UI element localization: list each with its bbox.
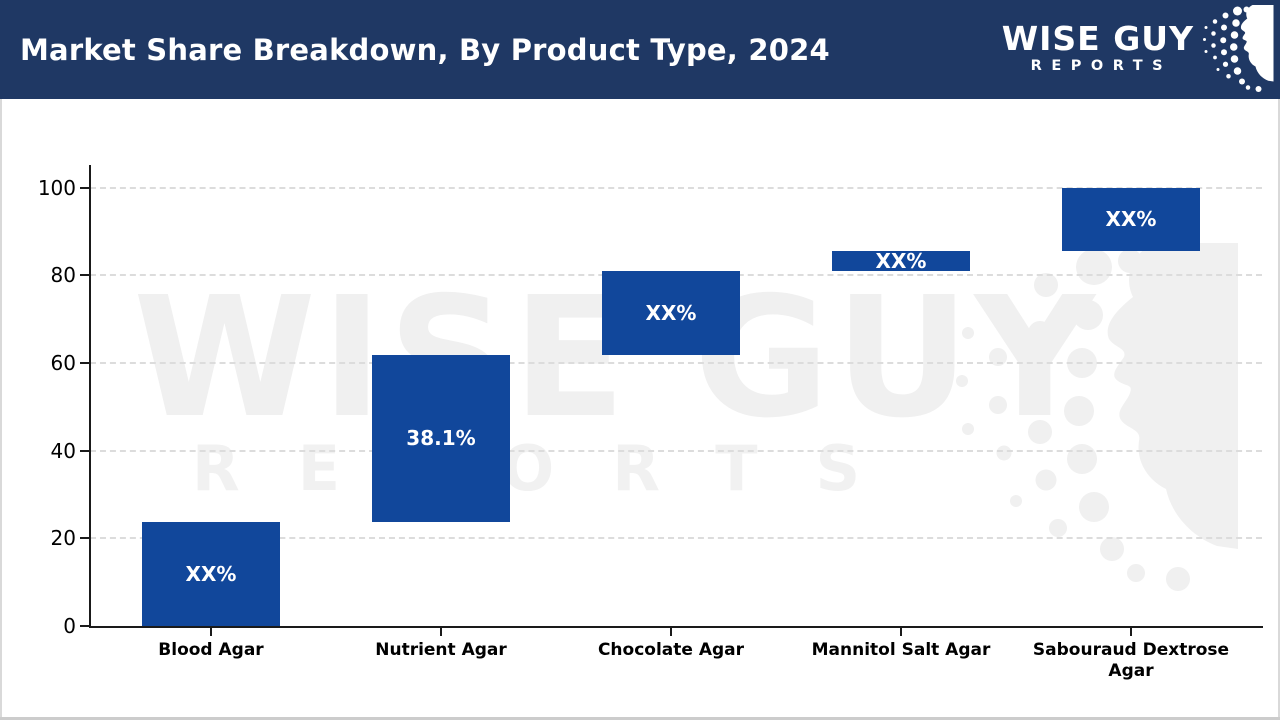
y-tick-label: 100 [37,175,76,200]
x-category-label: Nutrient Agar [375,640,507,660]
right-border [1278,99,1280,720]
header-bar: Market Share Breakdown, By Product Type,… [0,0,1280,99]
bar-value-label: XX% [875,248,927,273]
bar-nutrient-agar: 38.1% [372,354,510,522]
y-tick-label: 40 [50,438,76,463]
bar-mannitol-salt-agar: XX% [832,248,970,273]
x-category-label: Chocolate Agar [597,640,745,660]
bar-blood-agar: XX% [142,521,280,626]
gridline-60 [90,361,1262,364]
x-tick-mark [210,628,212,636]
gridline-20 [90,537,1262,540]
x-tick-mark [900,628,902,636]
logo-text: WISE GUY REPORTS [1001,19,1194,74]
gridline-100 [90,186,1262,189]
y-tick-mark [80,625,89,627]
gridline-40 [90,449,1262,452]
y-tick-mark [80,274,89,277]
x-tick-mark [670,628,672,636]
logo-head-icon [1203,5,1274,92]
watermark-tagline: REPORTS [192,432,919,505]
y-tick-label: 60 [50,350,76,375]
bar-chocolate-agar: XX% [602,270,740,355]
y-tick-mark [80,361,89,364]
y-axis [89,165,91,628]
logo-name-text: WISE GUY [1001,19,1194,58]
bar-value-label: XX% [645,300,697,325]
left-border [0,99,2,720]
watermark-head-icon [956,243,1238,591]
x-tick-mark [440,628,442,636]
y-tick-mark [80,186,89,189]
bar-sabouraud-dextrose-agar: XX% [1062,187,1200,251]
y-tick-label: 80 [50,263,76,288]
y-tick-label: 0 [63,614,76,638]
x-category-label: Mannitol Salt Agar [811,640,991,660]
bar-value-label: 38.1% [406,426,476,451]
x-category-label: Sabouraud Dextrose Agar [1032,640,1230,681]
x-tick-mark [1130,628,1132,636]
x-category-label: Blood Agar [158,640,264,660]
logo-tagline-text: REPORTS [1030,57,1173,74]
bottom-border [0,717,1280,720]
y-tick-label: 20 [50,526,76,551]
wiseguy-logo: WISE GUY REPORTS [1002,0,1280,99]
y-tick-mark [80,537,89,540]
bar-value-label: XX% [1105,207,1157,232]
bar-value-label: XX% [185,561,237,586]
chart-title: Market Share Breakdown, By Product Type,… [20,32,830,67]
y-tick-mark [80,449,89,452]
x-axis [89,626,1263,628]
